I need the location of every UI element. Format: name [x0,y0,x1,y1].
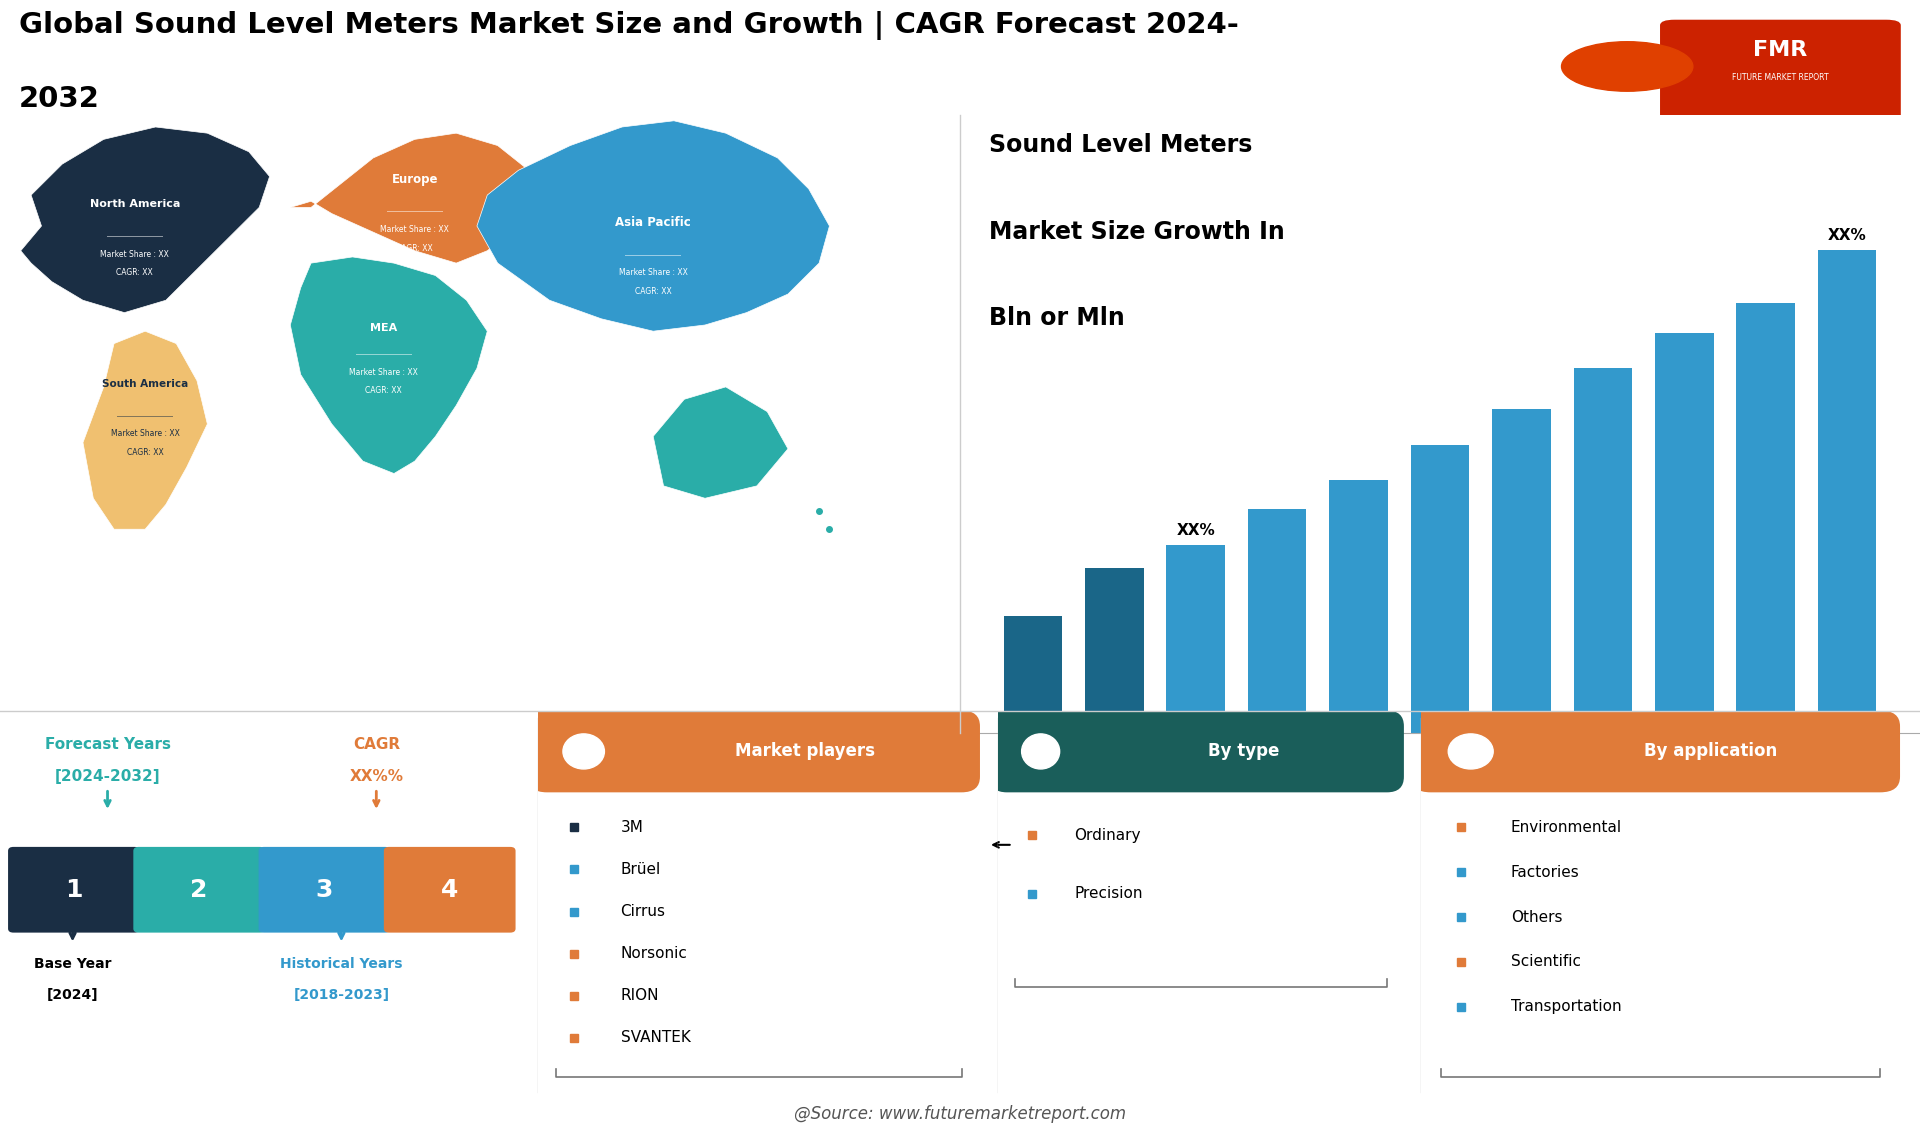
Text: [2024-2032]: [2024-2032] [54,769,161,784]
Text: Market Size Growth In: Market Size Growth In [989,220,1284,244]
Text: ――――――――: ―――――――― [108,234,163,240]
FancyBboxPatch shape [8,847,140,933]
Bar [1655,332,1713,733]
Text: Cirrus: Cirrus [620,904,666,919]
Text: Historical Years: Historical Years [280,957,403,971]
Text: XX%: XX% [1177,523,1215,537]
Circle shape [1021,733,1060,769]
Text: Ordinary: Ordinary [1075,827,1140,842]
Text: Transportation: Transportation [1511,999,1620,1014]
Text: CAGR: XX: CAGR: XX [396,244,434,253]
Text: Market Share : XX: Market Share : XX [618,268,687,277]
FancyBboxPatch shape [259,847,390,933]
Text: By type: By type [1208,743,1279,761]
Bar [1085,568,1144,733]
Text: Global Sound Level Meters Market Size and Growth | CAGR Forecast 2024-: Global Sound Level Meters Market Size an… [19,11,1238,40]
Text: North America: North America [90,199,180,210]
Text: [2024]: [2024] [46,988,98,1002]
FancyBboxPatch shape [1661,19,1901,134]
Bar [1329,480,1388,733]
Text: CAGR: XX: CAGR: XX [117,268,154,277]
Text: Brüel: Brüel [620,862,660,877]
Polygon shape [290,133,540,264]
Text: CAGR: XX: CAGR: XX [127,448,163,457]
Text: Norsonic: Norsonic [620,947,687,961]
Text: Market Share : XX: Market Share : XX [100,250,169,259]
Polygon shape [653,387,787,499]
Text: [2018-2023]: [2018-2023] [294,988,390,1002]
FancyBboxPatch shape [384,847,516,933]
Text: Market Share : XX: Market Share : XX [349,368,419,377]
Bar [1248,509,1306,733]
Text: RION: RION [620,988,659,1003]
Text: 2032: 2032 [19,85,100,112]
Text: Forecast Years: Forecast Years [44,738,171,753]
Circle shape [563,733,605,769]
Text: Environmental: Environmental [1511,819,1622,835]
Polygon shape [290,257,488,473]
Text: Market Share : XX: Market Share : XX [380,225,449,234]
Text: Europe: Europe [392,173,438,186]
Text: 3: 3 [315,878,334,902]
Text: Bln or Mln: Bln or Mln [989,306,1125,330]
Circle shape [1561,41,1693,92]
Bar [1167,544,1225,733]
Bar [1818,250,1876,733]
Text: South America: South America [102,379,188,388]
FancyBboxPatch shape [132,847,265,933]
Bar [1574,368,1632,733]
Text: CAGR: CAGR [353,738,399,753]
Text: Scientific: Scientific [1511,955,1580,970]
Text: MEA: MEA [371,323,397,333]
Text: Factories: Factories [1511,865,1580,880]
Text: ――――――――: ―――――――― [355,351,411,356]
Text: Asia Pacific: Asia Pacific [614,215,691,229]
Text: ――――――――: ―――――――― [117,413,173,418]
Text: SVANTEK: SVANTEK [620,1030,691,1045]
Text: By application: By application [1644,743,1778,761]
Text: 1: 1 [65,878,83,902]
Polygon shape [83,331,207,529]
Text: 2: 2 [190,878,207,902]
Bar [1736,303,1795,733]
Bar [1492,409,1551,733]
Bar [1411,445,1469,733]
Text: Market players: Market players [735,743,876,761]
FancyBboxPatch shape [991,711,1404,792]
Text: Base Year: Base Year [35,957,111,971]
Text: Others: Others [1511,910,1563,925]
Text: @Source: www.futuremarketreport.com: @Source: www.futuremarketreport.com [795,1106,1125,1123]
Text: 3M: 3M [620,819,643,835]
Text: FMR: FMR [1753,40,1807,60]
Text: CAGR: XX: CAGR: XX [636,286,672,296]
FancyBboxPatch shape [1411,711,1901,792]
Text: Precision: Precision [1075,886,1142,901]
Text: XX%: XX% [1828,228,1866,243]
Text: XX%%: XX%% [349,769,403,784]
Bar [1004,615,1062,733]
Text: 4: 4 [442,878,459,902]
Text: Sound Level Meters: Sound Level Meters [989,133,1252,157]
Polygon shape [476,120,829,331]
Text: CAGR: XX: CAGR: XX [365,386,401,395]
Polygon shape [21,127,269,313]
Text: Market Share : XX: Market Share : XX [111,430,180,439]
Circle shape [1448,733,1494,769]
Text: FUTURE MARKET REPORT: FUTURE MARKET REPORT [1732,73,1828,83]
FancyBboxPatch shape [528,711,979,792]
Text: ――――――――: ―――――――― [386,209,444,214]
Text: ――――――――: ―――――――― [626,252,682,258]
